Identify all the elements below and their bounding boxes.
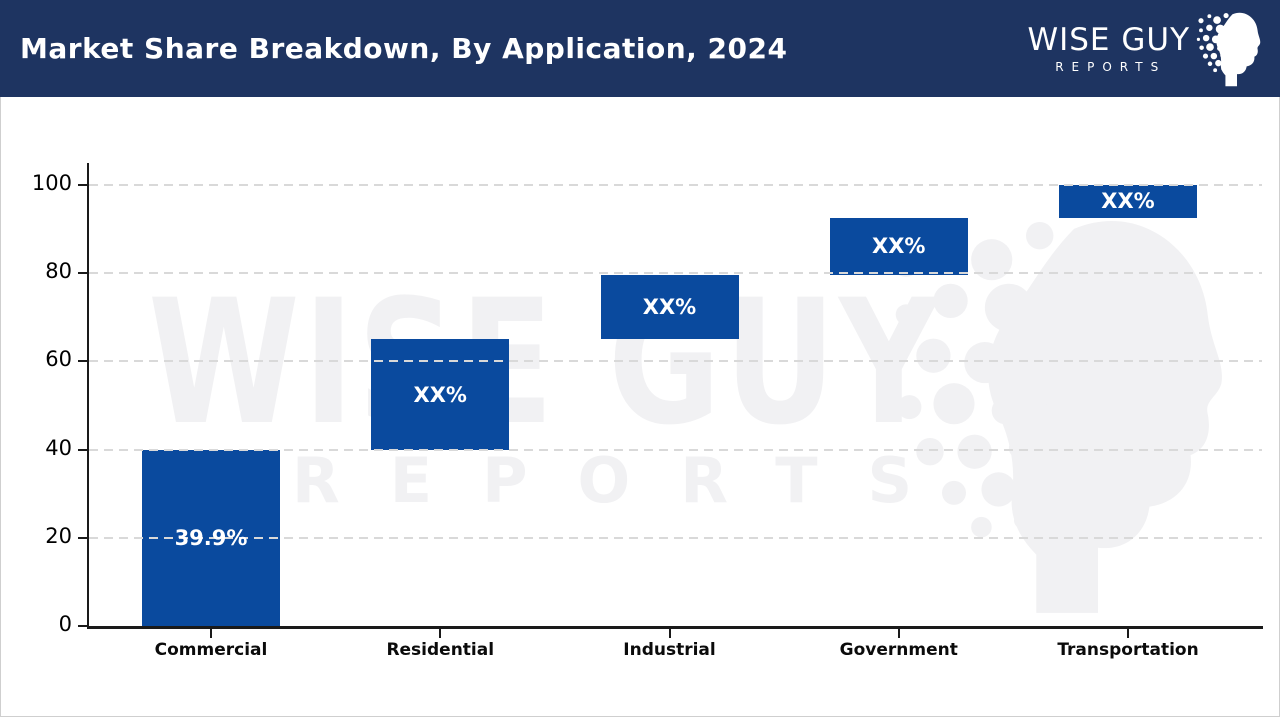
- bar-value-label: XX%: [872, 234, 926, 259]
- y-tick-mark: [78, 360, 87, 363]
- y-tick-label: 100: [31, 171, 72, 195]
- gridline-20: [89, 536, 1262, 539]
- gridline-80: [89, 272, 1262, 275]
- watermark-line1: WISE GUY: [148, 262, 942, 463]
- x-category-label: Industrial: [623, 640, 716, 660]
- wiseguy-head-icon: [1196, 12, 1261, 86]
- x-category-label: Commercial: [154, 640, 268, 660]
- watermark-line2: REPORTS: [292, 444, 963, 517]
- y-tick-label: 40: [45, 435, 72, 460]
- y-tick-label: 80: [45, 259, 72, 284]
- gridline-100: [89, 184, 1262, 186]
- x-category-label: Residential: [386, 640, 495, 660]
- x-tick-mark: [1127, 629, 1129, 638]
- bar-value-label: XX%: [1101, 189, 1155, 214]
- gridline-40: [89, 448, 1262, 451]
- y-tick-label: 20: [45, 523, 72, 548]
- chart-title: Market Share Breakdown, By Application, …: [20, 32, 788, 65]
- y-tick-mark: [78, 448, 87, 451]
- logo-wordmark: WISE GUY REPORTS: [1027, 21, 1190, 74]
- bar-residential: XX%: [371, 339, 510, 451]
- x-tick-mark: [668, 629, 671, 638]
- y-tick-mark: [78, 184, 87, 186]
- bar-value-label: 39.9%: [174, 526, 248, 550]
- bar-government: XX%: [829, 217, 968, 275]
- x-tick-mark: [439, 629, 442, 638]
- x-tick-mark: [210, 629, 212, 638]
- header-bar: Market Share Breakdown, By Application, …: [0, 0, 1280, 97]
- y-tick-label: 0: [58, 612, 72, 636]
- x-axis-line: [87, 626, 1263, 629]
- y-tick-mark: [78, 625, 87, 627]
- x-category-label: Government: [839, 640, 958, 660]
- logo-line2: REPORTS: [1055, 59, 1167, 74]
- y-tick-mark: [78, 272, 87, 275]
- gridline-60: [89, 360, 1262, 363]
- y-tick-label: 60: [45, 347, 72, 372]
- bar-value-label: XX%: [413, 382, 467, 407]
- bar-value-label: XX%: [642, 295, 697, 320]
- wiseguy-logo: WISE GUY REPORTS: [1027, 10, 1264, 88]
- y-axis-line: [87, 163, 89, 629]
- logo-line1: WISE GUY: [1027, 21, 1190, 58]
- x-tick-mark: [897, 629, 900, 638]
- x-category-label: Transportation: [1057, 640, 1199, 660]
- bar-transportation: XX%: [1059, 185, 1197, 218]
- y-tick-mark: [78, 536, 87, 539]
- bar-industrial: XX%: [600, 274, 739, 340]
